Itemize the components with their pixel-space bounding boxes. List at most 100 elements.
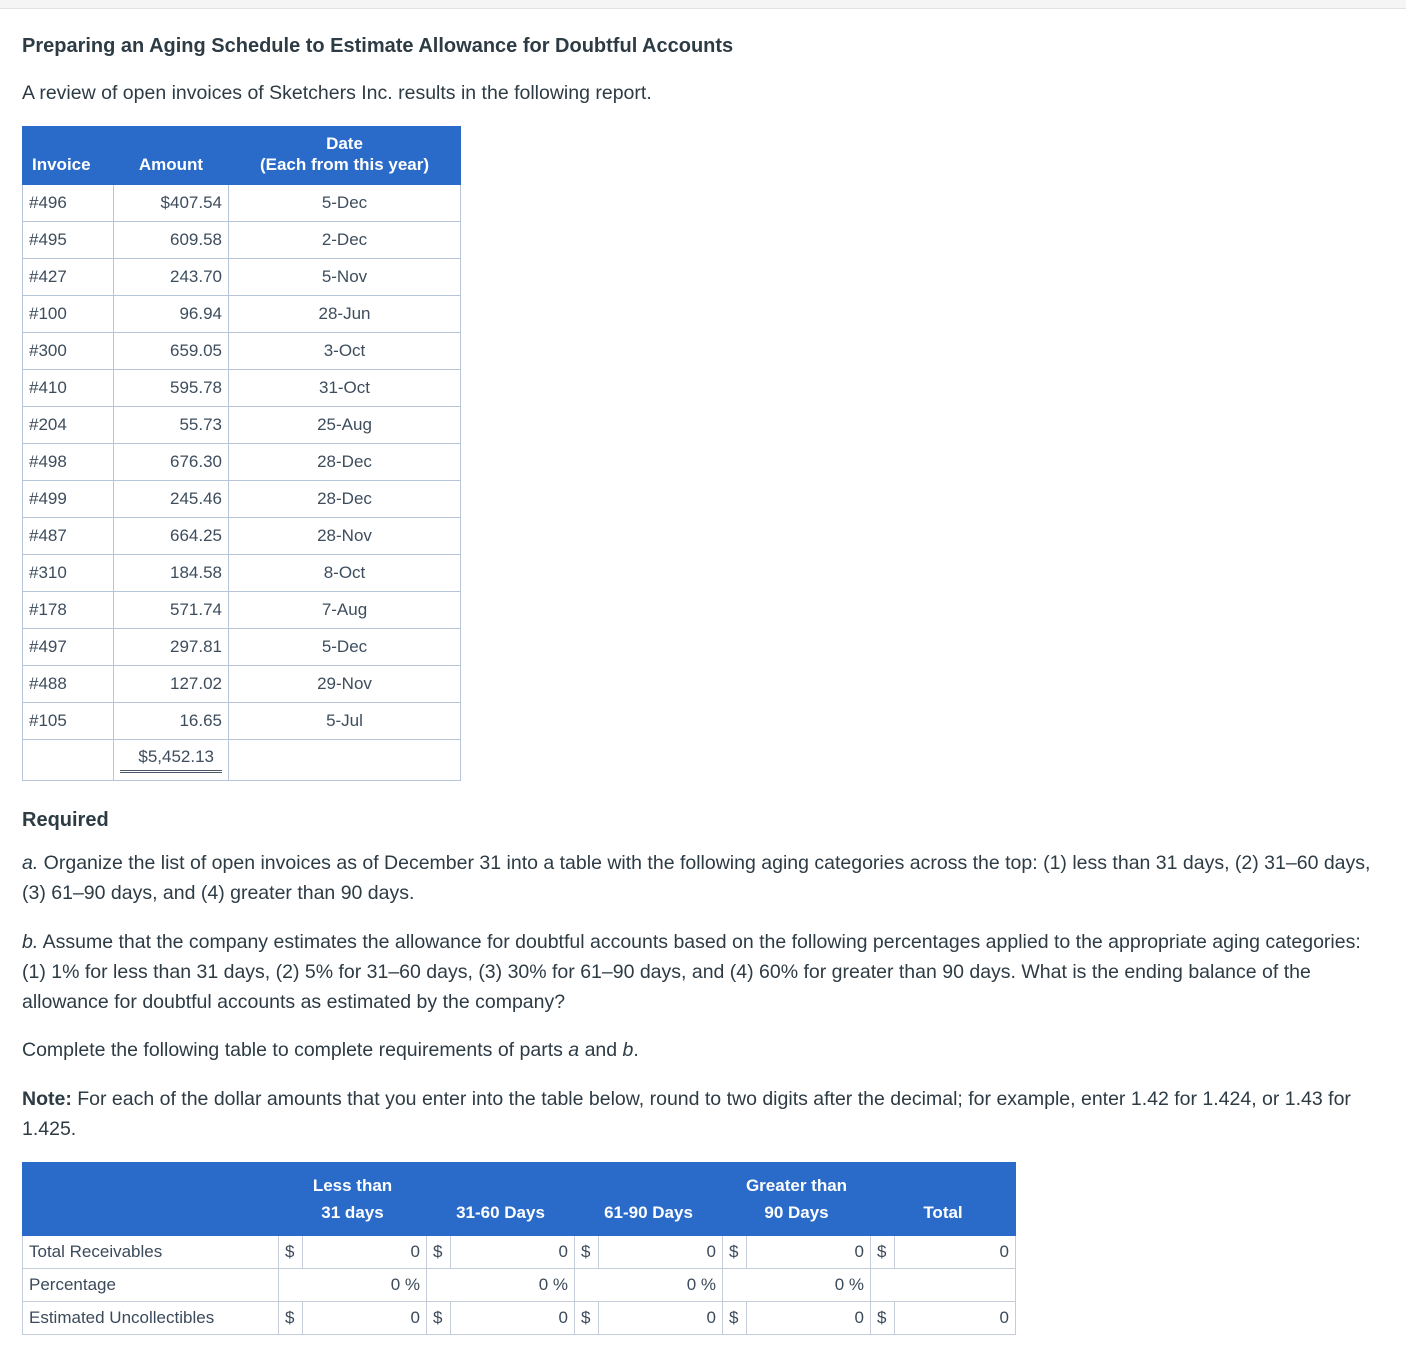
- d31-60-label: 31-60 Days: [456, 1203, 545, 1223]
- page-title: Preparing an Aging Schedule to Estimate …: [22, 35, 734, 57]
- invoice-row: #427 243.70 5-Nov: [22, 258, 461, 297]
- invoice-date: 28-Dec: [228, 480, 461, 519]
- invoice-row: #498 676.30 28-Dec: [22, 443, 461, 482]
- estimated-uncollectibles-input-total[interactable]: 0: [894, 1301, 1016, 1336]
- complete-instruction-text: Complete the following table to complete…: [22, 1035, 1384, 1065]
- dollar-sign: $: [574, 1301, 599, 1336]
- dollar-sign: $: [870, 1235, 895, 1270]
- amount-column-header: Amount: [113, 154, 229, 186]
- invoice-number: #487: [22, 517, 114, 556]
- invoice-number: #178: [22, 591, 114, 630]
- estimated-uncollectibles-input-61-90[interactable]: 0: [598, 1301, 723, 1336]
- estimated-uncollectibles-input-31-60[interactable]: 0: [450, 1301, 575, 1336]
- invoice-amount: 16.65: [113, 702, 229, 741]
- invoice-amount: 127.02: [113, 665, 229, 704]
- requirement-b-text: b. Assume that the company estimates the…: [22, 927, 1384, 1018]
- requirement-a-body: Organize the list of open invoices as of…: [22, 852, 1371, 905]
- dollar-sign: $: [722, 1301, 747, 1336]
- row-label-percentage: Percentage: [22, 1268, 279, 1303]
- row-label-total-receivables: Total Receivables: [22, 1235, 279, 1270]
- invoice-row: #310 184.58 8-Oct: [22, 554, 461, 593]
- invoice-date: 28-Nov: [228, 517, 461, 556]
- aging-label-header: [22, 1161, 279, 1237]
- less-than-line1: Less than: [312, 1175, 393, 1195]
- invoice-column-header: Invoice: [22, 154, 114, 186]
- total-receivables-input-total[interactable]: 0: [894, 1235, 1016, 1270]
- invoice-amount: 571.74: [113, 591, 229, 630]
- invoice-date: 31-Oct: [228, 369, 461, 408]
- invoice-date: 3-Oct: [228, 332, 461, 371]
- greater-line1: Greater than: [745, 1175, 848, 1195]
- invoice-amount: 664.25: [113, 517, 229, 556]
- invoice-date: 5-Dec: [228, 184, 461, 223]
- requirement-a-text: a. Organize the list of open invoices as…: [22, 848, 1384, 908]
- percentage-total-blank: [870, 1268, 1016, 1303]
- note-body: For each of the dollar amounts that you …: [22, 1087, 1351, 1140]
- percentage-input-61-90[interactable]: 0 %: [574, 1268, 723, 1303]
- invoice-date: 7-Aug: [228, 591, 461, 630]
- total-receivables-input-61-90[interactable]: 0: [598, 1235, 723, 1270]
- column-header-total: Total: [870, 1161, 1016, 1237]
- invoice-amount: 676.30: [113, 443, 229, 482]
- page-top-divider: [0, 0, 1406, 9]
- aging-header-row: Less than 31 days 31-60 Days 61-90 Days …: [22, 1161, 1016, 1237]
- dollar-sign: $: [426, 1301, 451, 1336]
- invoice-amount: 243.70: [113, 258, 229, 297]
- part-a-ref: a: [568, 1039, 580, 1062]
- invoice-total-amount: $5,452.13: [113, 739, 229, 782]
- main-content: Preparing an Aging Schedule to Estimate …: [0, 9, 1406, 1365]
- total-receivables-input-31-60[interactable]: 0: [450, 1235, 575, 1270]
- estimated-uncollectibles-input-less-31[interactable]: 0: [302, 1301, 427, 1336]
- aging-answer-table: Less than 31 days 31-60 Days 61-90 Days …: [22, 1161, 1016, 1336]
- invoice-row: #499 245.46 28-Dec: [22, 480, 461, 519]
- invoice-report-table: Date Invoice Amount (Each from this year…: [22, 126, 461, 782]
- invoice-header-row-bottom: Invoice Amount (Each from this year): [22, 154, 461, 186]
- part-b-ref: b: [622, 1039, 634, 1062]
- invoice-amount: 609.58: [113, 221, 229, 260]
- total-row-spacer: [22, 739, 114, 782]
- invoice-date: 8-Oct: [228, 554, 461, 593]
- dollar-sign: $: [278, 1301, 303, 1336]
- invoice-row: #105 16.65 5-Jul: [22, 702, 461, 741]
- required-heading: Required: [22, 809, 109, 832]
- invoice-amount: 297.81: [113, 628, 229, 667]
- total-receivables-row: Total Receivables $ 0 $ 0 $ 0 $ 0 $ 0: [22, 1235, 1016, 1270]
- invoice-number: #105: [22, 702, 114, 741]
- requirement-b-label: b.: [22, 930, 39, 953]
- invoice-number: #497: [22, 628, 114, 667]
- total-receivables-input-less-31[interactable]: 0: [302, 1235, 427, 1270]
- invoice-row: #497 297.81 5-Dec: [22, 628, 461, 667]
- invoice-number: #488: [22, 665, 114, 704]
- dollar-sign: $: [574, 1235, 599, 1270]
- requirement-b-body: Assume that the company estimates the al…: [22, 930, 1361, 1014]
- invoice-amount: $407.54: [113, 184, 229, 223]
- column-header-31-60: 31-60 Days: [426, 1161, 575, 1237]
- invoice-amount: 595.78: [113, 369, 229, 408]
- total-receivables-input-greater-90[interactable]: 0: [746, 1235, 871, 1270]
- invoice-amount: 659.05: [113, 332, 229, 371]
- percentage-input-greater-90[interactable]: 0 %: [722, 1268, 871, 1303]
- total-row-spacer: [228, 739, 461, 782]
- invoice-row: #488 127.02 29-Nov: [22, 665, 461, 704]
- invoice-row: #496 $407.54 5-Dec: [22, 184, 461, 223]
- column-header-less-than-31: Less than 31 days: [278, 1161, 427, 1237]
- invoice-date: 25-Aug: [228, 406, 461, 445]
- invoice-row: #204 55.73 25-Aug: [22, 406, 461, 445]
- complete-and: and: [579, 1039, 623, 1062]
- invoice-number: #499: [22, 480, 114, 519]
- invoice-amount: 96.94: [113, 295, 229, 334]
- percentage-input-less-31[interactable]: 0 %: [278, 1268, 427, 1303]
- invoice-number: #498: [22, 443, 114, 482]
- dollar-sign: $: [426, 1235, 451, 1270]
- d61-90-label: 61-90 Days: [604, 1203, 693, 1223]
- invoice-amount: 245.46: [113, 480, 229, 519]
- invoice-number: #410: [22, 369, 114, 408]
- estimated-uncollectibles-input-greater-90[interactable]: 0: [746, 1301, 871, 1336]
- invoice-date: 2-Dec: [228, 221, 461, 260]
- invoice-date: 28-Dec: [228, 443, 461, 482]
- percentage-input-31-60[interactable]: 0 %: [426, 1268, 575, 1303]
- invoice-row: #100 96.94 28-Jun: [22, 295, 461, 334]
- invoice-row: #495 609.58 2-Dec: [22, 221, 461, 260]
- row-label-estimated-uncollectibles: Estimated Uncollectibles: [22, 1301, 279, 1336]
- invoice-date: 28-Jun: [228, 295, 461, 334]
